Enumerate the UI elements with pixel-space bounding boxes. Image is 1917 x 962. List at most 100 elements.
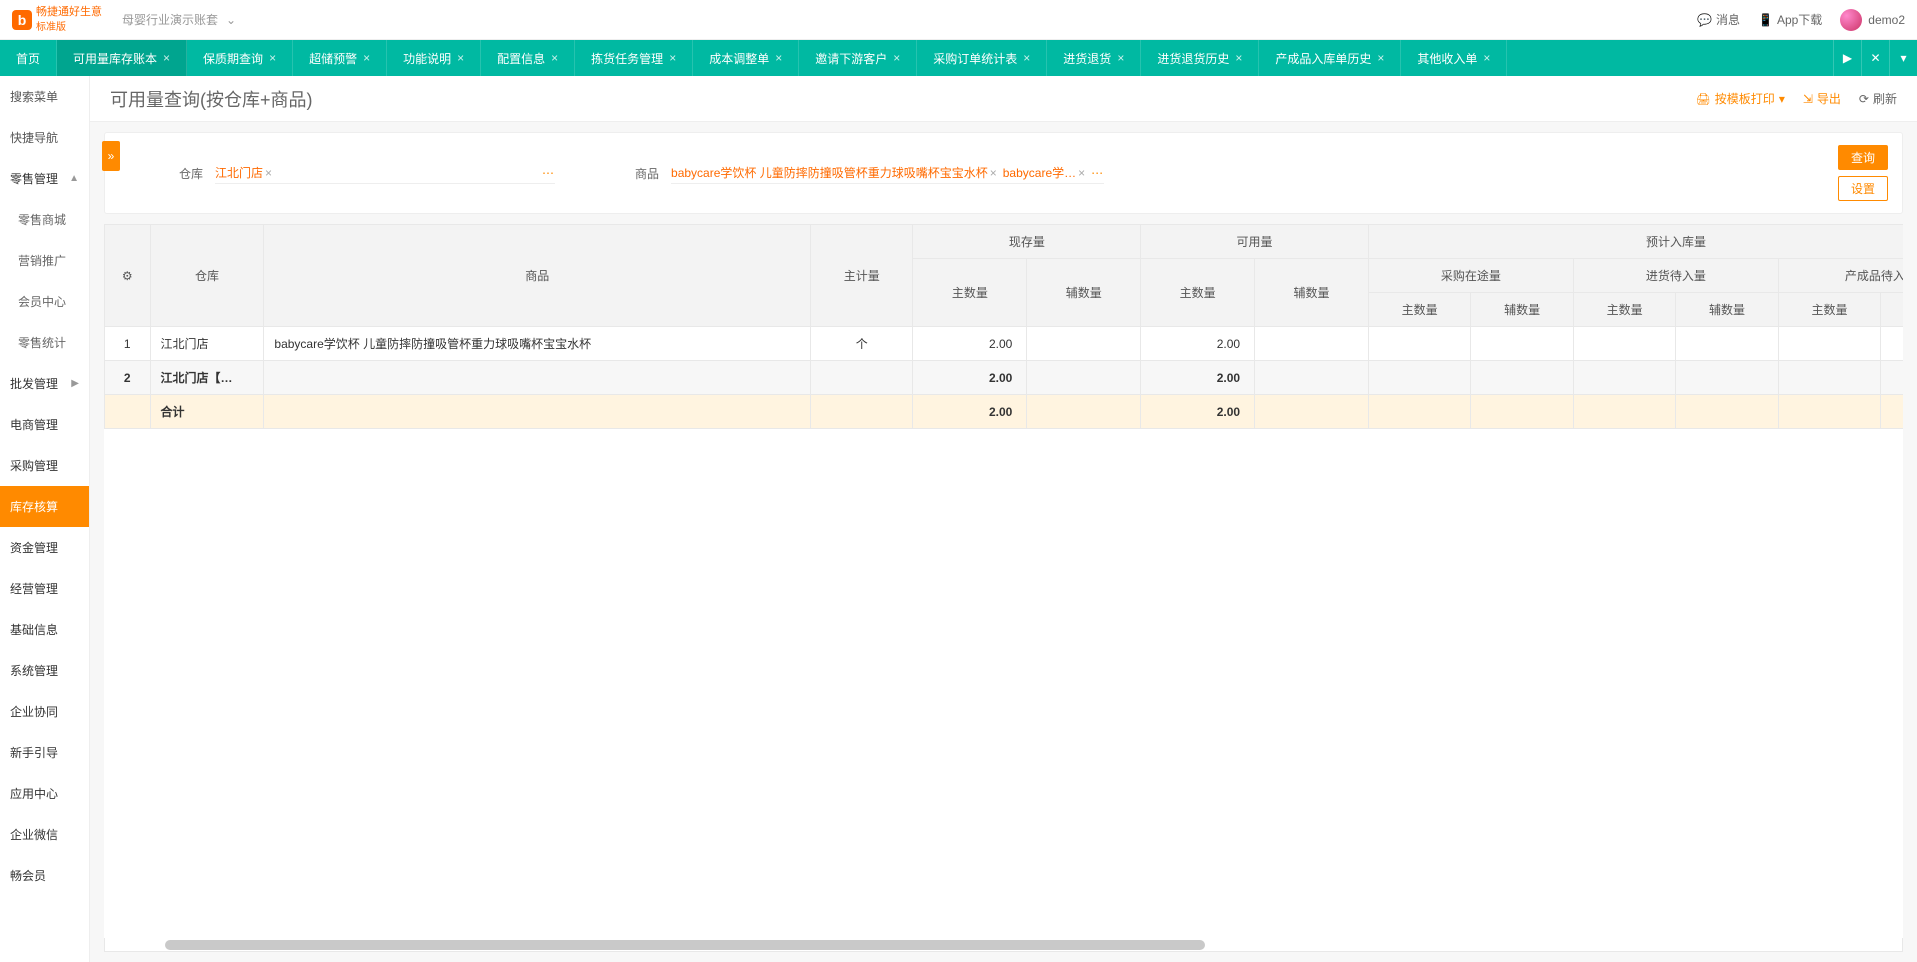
remove-icon[interactable]: × [265,166,272,180]
tab-13[interactable]: 其他收入单 × [1401,40,1507,76]
filter-tag[interactable]: babycare学… × [1003,164,1085,181]
col-avail-main: 主数量 [1141,259,1255,327]
sidebar-item-2[interactable]: 电商管理 [0,404,89,445]
tab-label: 进货退货 [1063,50,1111,67]
sidebar-item-12[interactable]: 企业微信 [0,814,89,855]
tab-4[interactable]: 功能说明 × [387,40,481,76]
sidebar-item-7[interactable]: 基础信息 [0,609,89,650]
tab-menu[interactable]: ▾ [1889,40,1917,76]
avatar [1840,9,1862,31]
remove-icon[interactable]: × [990,166,997,180]
close-icon[interactable]: × [775,51,782,65]
sidebar-quicknav[interactable]: 快捷导航 [0,117,89,158]
export-action[interactable]: ⇲ 导出 [1803,90,1841,107]
scrollbar-thumb[interactable] [165,940,1205,950]
close-icon[interactable]: × [363,51,370,65]
sidebar-item-1[interactable]: 批发管理▶ [0,363,89,404]
page-header: 可用量查询(按仓库+商品) 🖨 按模板打印 ▾ ⇲ 导出 ⟳ 刷新 [90,76,1917,122]
filter-tag[interactable]: babycare学饮杯 儿童防摔防撞吸管杯重力球吸嘴杯宝宝水杯 × [671,164,997,181]
tab-9[interactable]: 采购订单统计表 × [917,40,1047,76]
horizontal-scrollbar[interactable] [104,938,1903,952]
close-icon[interactable]: × [163,51,170,65]
sidebar-item-13[interactable]: 畅会员 [0,855,89,896]
tab-label: 采购订单统计表 [933,50,1017,67]
tab-close-all[interactable]: ✕ [1861,40,1889,76]
sidebar-search[interactable]: 搜索菜单 [0,76,89,117]
sidebar-item-9[interactable]: 企业协同 [0,691,89,732]
tab-6[interactable]: 拣货任务管理× [575,40,693,76]
close-icon[interactable]: × [1377,51,1384,65]
warehouse-tags[interactable]: 江北门店 × ⋯ [215,162,555,184]
app-download-link[interactable]: 📱 App下载 [1758,11,1822,28]
tab-2[interactable]: 保质期查询× [187,40,293,76]
col-finished-aux: 辅数量 [1881,293,1903,327]
tab-0[interactable]: 首页 [0,40,57,76]
setting-button[interactable]: 设置 [1838,176,1888,201]
col-inbound-aux: 辅数量 [1676,293,1778,327]
footer-stock-main: 2.00 [913,395,1027,429]
col-product: 商品 [264,225,811,327]
query-button[interactable]: 查询 [1838,145,1888,170]
col-warehouse: 仓库 [150,225,264,327]
tab-11[interactable]: 进货退货历史× [1141,40,1259,76]
col-unit: 主计量 [810,225,912,327]
filter-collapse-button[interactable]: » [102,141,120,171]
remove-icon[interactable]: × [1078,166,1085,180]
warehouse-more[interactable]: ⋯ [542,166,555,180]
close-icon[interactable]: × [269,51,276,65]
sidebar-item-3[interactable]: 采购管理 [0,445,89,486]
sidebar-subitem-0-1[interactable]: 营销推广 [0,240,89,281]
col-finished-group: 产成品待入量 [1778,259,1903,293]
tab-1[interactable]: 可用量库存账本× [57,40,187,76]
brand-logo: b 畅捷通好生意 标准版 [12,6,102,33]
tab-label: 成本调整单 [709,50,769,67]
refresh-action[interactable]: ⟳ 刷新 [1859,90,1897,107]
brand-main: 畅捷通好生意 [36,6,102,18]
sidebar-item-6[interactable]: 经营管理 [0,568,89,609]
close-icon[interactable]: × [893,51,900,65]
close-icon[interactable]: × [669,51,676,65]
sidebar-item-4[interactable]: 库存核算 [0,486,89,527]
close-icon[interactable]: × [551,51,558,65]
print-action[interactable]: 🖨 按模板打印 ▾ [1696,90,1785,107]
tab-8[interactable]: 邀请下游客户× [799,40,917,76]
tab-7[interactable]: 成本调整单 × [693,40,799,76]
sidebar-subitem-0-3[interactable]: 零售统计 [0,322,89,363]
tab-label: 功能说明 [403,50,451,67]
user-menu[interactable]: demo2 [1840,9,1905,31]
close-icon[interactable]: × [457,51,464,65]
close-icon[interactable]: × [1235,51,1242,65]
product-tags[interactable]: babycare学饮杯 儿童防摔防撞吸管杯重力球吸嘴杯宝宝水杯 × babycar… [671,162,1104,184]
close-icon[interactable]: × [1483,51,1490,65]
app-download-label: App下载 [1777,11,1822,28]
gear-icon: ⚙ [122,269,133,283]
filter-tag[interactable]: 江北门店 × [215,164,272,181]
sidebar-subitem-0-2[interactable]: 会员中心 [0,281,89,322]
tab-label: 其他收入单 [1417,50,1477,67]
table-row[interactable]: 1江北门店babycare学饮杯 儿童防摔防撞吸管杯重力球吸嘴杯宝宝水杯个2.0… [105,327,1904,361]
sidebar-item-8[interactable]: 系统管理 [0,650,89,691]
tab-scroll-right[interactable]: ▶ [1833,40,1861,76]
tab-10[interactable]: 进货退货 × [1047,40,1141,76]
messages-link[interactable]: 💬 消息 [1697,11,1740,28]
org-selector[interactable]: 母婴行业演示账套 ⌄ [122,11,236,28]
sidebar-item-5[interactable]: 资金管理 [0,527,89,568]
table-row[interactable]: 2江北门店【…2.002.00 [105,361,1904,395]
sidebar-item-0[interactable]: 零售管理▲ [0,158,89,199]
tab-12[interactable]: 产成品入库单历史× [1259,40,1401,76]
settings-column[interactable]: ⚙ [105,225,151,327]
tab-3[interactable]: 超储预警× [293,40,387,76]
col-purchase-aux: 辅数量 [1471,293,1573,327]
filter-panel: » 仓库 江北门店 ×⋯ 商品 babycare学饮杯 儿童防摔防撞吸管杯重力球… [104,132,1903,214]
sidebar-item-11[interactable]: 应用中心 [0,773,89,814]
close-icon[interactable]: × [1023,51,1030,65]
refresh-icon: ⟳ [1859,92,1869,106]
tab-5[interactable]: 配置信息× [481,40,575,76]
sidebar-item-10[interactable]: 新手引导 [0,732,89,773]
sidebar-subitem-0-0[interactable]: 零售商城 [0,199,89,240]
phone-icon: 📱 [1758,13,1773,27]
close-icon[interactable]: × [1117,51,1124,65]
product-more[interactable]: ⋯ [1091,166,1104,180]
filter-product: 商品 babycare学饮杯 儿童防摔防撞吸管杯重力球吸嘴杯宝宝水杯 ×baby… [635,162,1104,184]
col-stock-main: 主数量 [913,259,1027,327]
